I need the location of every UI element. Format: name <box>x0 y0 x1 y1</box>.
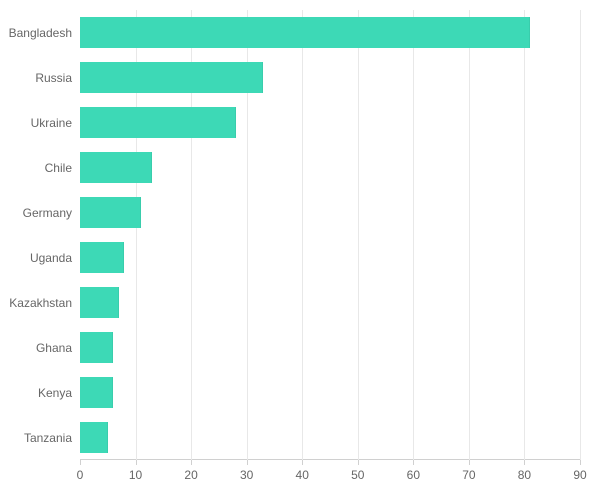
bar-row: Uganda <box>80 235 580 280</box>
x-tick-label: 0 <box>77 460 84 482</box>
y-tick-label: Tanzania <box>24 431 80 445</box>
bar-row: Kazakhstan <box>80 280 580 325</box>
y-tick-label: Uganda <box>30 251 80 265</box>
bar-row: Tanzania <box>80 415 580 460</box>
bar-row: Chile <box>80 145 580 190</box>
bar <box>80 332 113 364</box>
y-tick-label: Russia <box>35 71 80 85</box>
plot-area: 0102030405060708090BangladeshRussiaUkrai… <box>80 10 580 460</box>
y-tick-label: Ukraine <box>31 116 80 130</box>
bar-row: Bangladesh <box>80 10 580 55</box>
bar <box>80 107 236 139</box>
x-tick-label: 50 <box>351 460 364 482</box>
bar <box>80 62 263 94</box>
bar-row: Kenya <box>80 370 580 415</box>
bar <box>80 287 119 319</box>
x-tick-label: 10 <box>129 460 142 482</box>
y-tick-label: Bangladesh <box>9 26 80 40</box>
x-tick-label: 20 <box>184 460 197 482</box>
bar <box>80 242 124 274</box>
bar-row: Ukraine <box>80 100 580 145</box>
y-tick-label: Kazakhstan <box>9 296 80 310</box>
y-tick-label: Chile <box>45 161 80 175</box>
x-tick-label: 90 <box>573 460 586 482</box>
x-tick-label: 70 <box>462 460 475 482</box>
x-tick-label: 40 <box>296 460 309 482</box>
gridline <box>580 10 581 460</box>
bar <box>80 152 152 184</box>
y-tick-label: Germany <box>23 206 80 220</box>
bar <box>80 197 141 229</box>
bar <box>80 377 113 409</box>
bar-row: Ghana <box>80 325 580 370</box>
chart-container: 0102030405060708090BangladeshRussiaUkrai… <box>0 0 600 500</box>
x-tick-label: 60 <box>407 460 420 482</box>
bar <box>80 17 530 49</box>
x-tick-label: 80 <box>518 460 531 482</box>
bar-row: Russia <box>80 55 580 100</box>
y-tick-label: Kenya <box>38 386 80 400</box>
x-tick-label: 30 <box>240 460 253 482</box>
bar <box>80 422 108 454</box>
bar-row: Germany <box>80 190 580 235</box>
y-tick-label: Ghana <box>36 341 80 355</box>
